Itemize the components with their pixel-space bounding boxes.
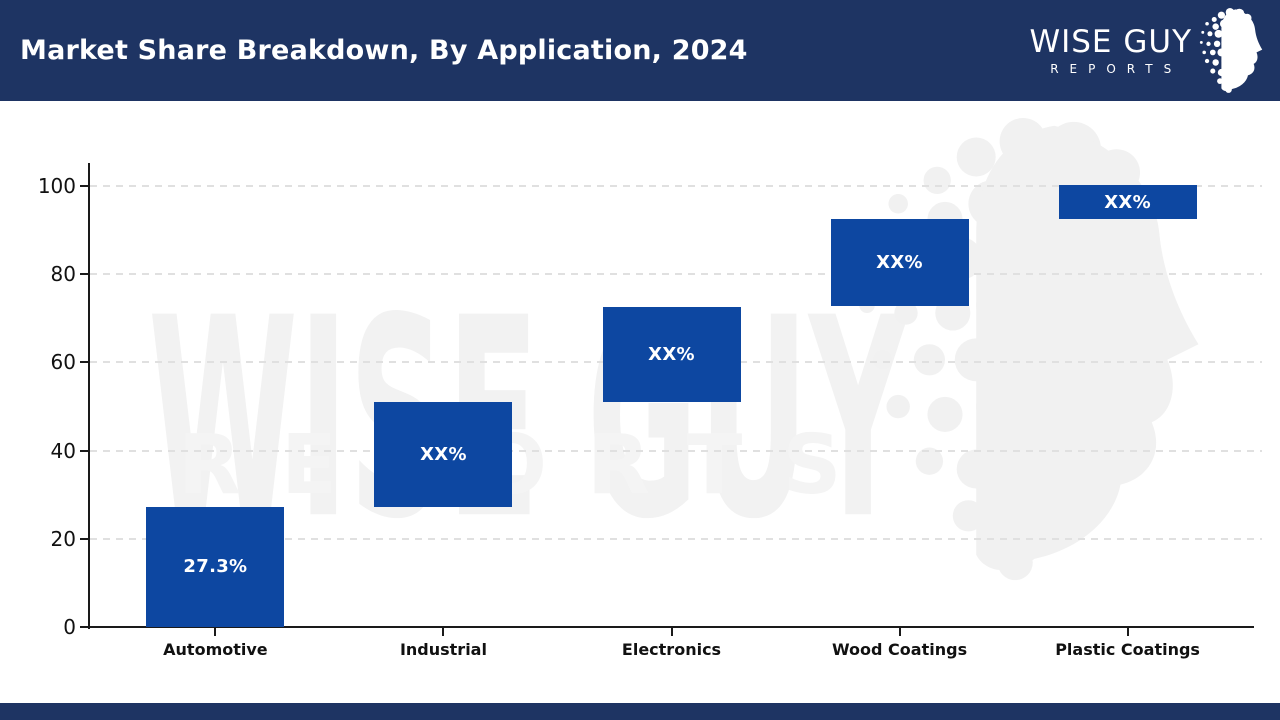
- brand-logo: WISE GUY REPORTS: [1029, 7, 1266, 94]
- x-tick-0: [214, 628, 217, 636]
- y-tick-label-80: 80: [50, 262, 76, 287]
- bar-industrial: XX%: [374, 402, 513, 507]
- brand-subtitle: REPORTS: [1050, 62, 1183, 76]
- y-axis-line: [88, 163, 90, 629]
- gridline-40: [90, 449, 1262, 452]
- x-tick-3: [898, 628, 901, 636]
- header: Market Share Breakdown, By Application, …: [0, 0, 1280, 101]
- brand-name: WISE GUY: [1029, 24, 1192, 60]
- x-tick-1: [442, 628, 445, 636]
- y-tick-100: [80, 185, 88, 187]
- x-tick-label-3: Wood Coatings: [831, 640, 968, 659]
- x-tick-label-1: Industrial: [399, 640, 487, 659]
- gridline-100: [90, 185, 1262, 187]
- bar-automotive: 27.3%: [146, 506, 285, 627]
- bar-electronics: XX%: [602, 306, 741, 403]
- dotted-head-icon: [1199, 7, 1263, 93]
- y-tick-40: [80, 449, 88, 452]
- y-tick-label-40: 40: [50, 438, 76, 463]
- brand-wordmark: WISE GUY REPORTS: [1029, 25, 1192, 76]
- gridline-80: [90, 273, 1262, 276]
- bar-plastic-coatings: XX%: [1058, 185, 1197, 220]
- y-tick-label-20: 20: [50, 526, 76, 551]
- x-tick-label-4: Plastic Coatings: [1055, 640, 1200, 659]
- x-axis-line: [88, 626, 1254, 628]
- x-tick-label-2: Electronics: [621, 640, 722, 659]
- y-tick-label-0: 0: [63, 615, 76, 639]
- bar-value-label: XX%: [1104, 191, 1151, 213]
- y-tick-60: [80, 361, 88, 364]
- bar-value-label: XX%: [648, 343, 695, 365]
- x-tick-label-0: Automotive: [163, 640, 268, 659]
- bar-value-label: XX%: [876, 252, 923, 273]
- gridline-20: [90, 537, 1262, 540]
- bar-value-label: 27.3%: [183, 556, 248, 578]
- bar-value-label: XX%: [420, 443, 467, 465]
- y-tick-20: [80, 537, 88, 540]
- x-tick-4: [1126, 628, 1129, 636]
- y-tick-label-100: 100: [37, 174, 76, 198]
- bar-wood-coatings: XX%: [830, 219, 969, 306]
- y-tick-80: [80, 273, 88, 276]
- y-tick-0: [80, 626, 88, 628]
- footer: [0, 703, 1280, 720]
- y-tick-label-60: 60: [50, 350, 76, 375]
- page-title: Market Share Breakdown, By Application, …: [20, 35, 748, 66]
- x-tick-2: [670, 628, 673, 636]
